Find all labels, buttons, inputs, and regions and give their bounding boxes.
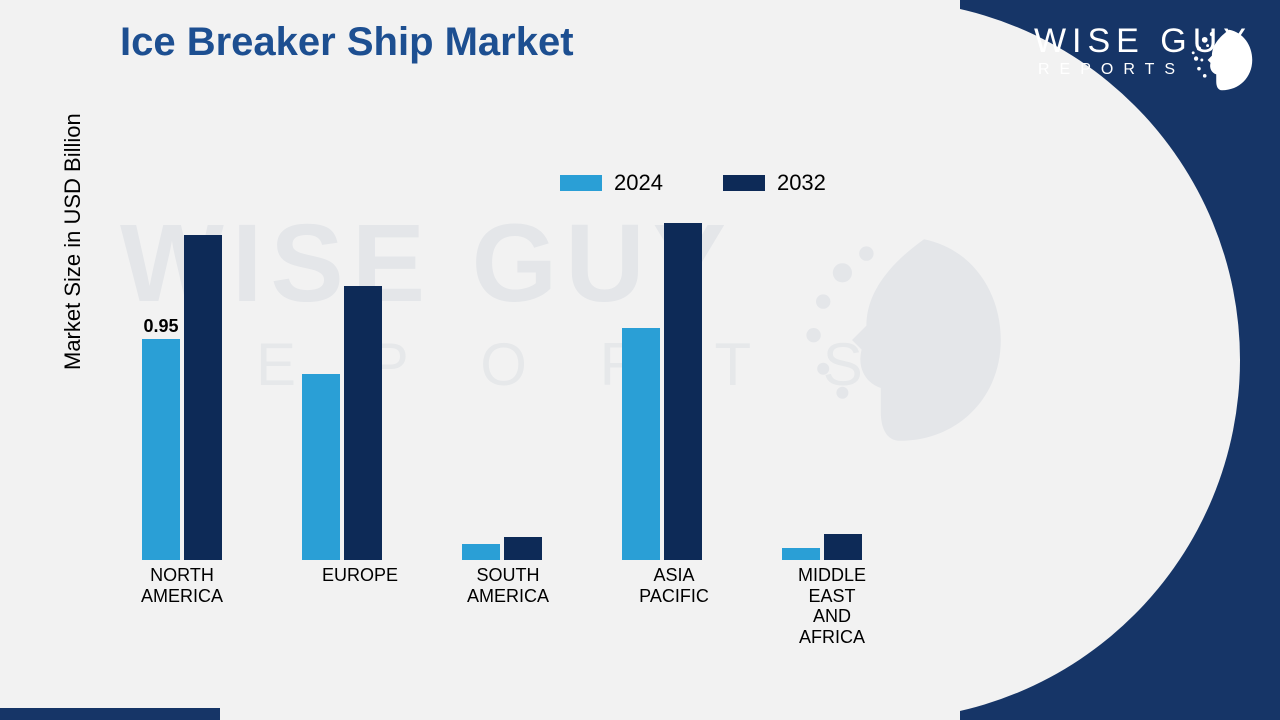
bar-value-label: 0.95 xyxy=(143,316,178,339)
bar-s2032 xyxy=(184,235,222,560)
legend-swatch-2032 xyxy=(723,175,765,191)
bar-s2032 xyxy=(824,534,862,560)
bar-group: 0.95 xyxy=(140,200,224,560)
category-label: EUROPE xyxy=(300,565,420,586)
legend-label-2024: 2024 xyxy=(614,170,663,196)
brand-head-icon xyxy=(1186,24,1258,96)
legend-swatch-2024 xyxy=(560,175,602,191)
category-label: SOUTHAMERICA xyxy=(448,565,568,606)
bar-s2024: 0.95 xyxy=(142,339,180,560)
bar-s2024 xyxy=(302,374,340,560)
bar-group xyxy=(780,200,864,560)
bar-s2024 xyxy=(462,544,500,560)
legend-label-2032: 2032 xyxy=(777,170,826,196)
plot-area: 0.95 xyxy=(110,200,890,560)
bar-s2024 xyxy=(782,548,820,560)
bar-group xyxy=(460,200,544,560)
bar-group xyxy=(620,200,704,560)
bar-s2032 xyxy=(344,286,382,560)
y-axis-label: Market Size in USD Billion xyxy=(60,113,86,370)
category-label: MIDDLEEASTANDAFRICA xyxy=(772,565,892,648)
footer-accent-bar xyxy=(0,708,220,720)
bar-s2032 xyxy=(504,537,542,560)
chart-title: Ice Breaker Ship Market xyxy=(120,20,574,65)
category-label: ASIAPACIFIC xyxy=(614,565,734,606)
bar-group xyxy=(300,200,384,560)
brand-logo: WISE GUY REPORTS xyxy=(1034,22,1252,79)
legend: 2024 2032 xyxy=(560,170,826,196)
stage: WISE GUY REPORTS WISE GUY R E P O R T S … xyxy=(0,0,1280,720)
legend-item-2024: 2024 xyxy=(560,170,663,196)
legend-item-2032: 2032 xyxy=(723,170,826,196)
category-label: NORTHAMERICA xyxy=(122,565,242,606)
bar-s2024 xyxy=(622,328,660,560)
bar-s2032 xyxy=(664,223,702,560)
